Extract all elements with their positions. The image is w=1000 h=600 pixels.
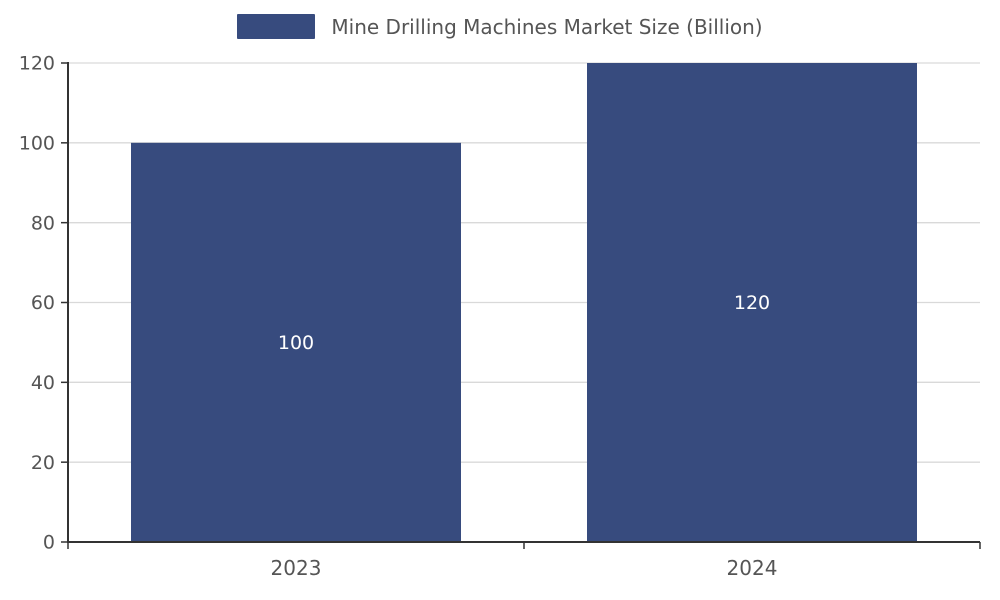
y-tick-label: 120 (19, 53, 55, 75)
y-tick-label: 40 (31, 372, 55, 394)
y-tick-label: 20 (31, 452, 55, 474)
y-tick-label: 80 (31, 212, 55, 234)
bar-2024 (587, 63, 917, 542)
bar-value-label: 100 (278, 332, 314, 354)
y-tick-label: 0 (43, 532, 55, 554)
y-tick-label: 100 (19, 132, 55, 154)
bar-value-label: 120 (734, 292, 770, 314)
x-tick-label: 2024 (727, 556, 778, 580)
bar-2023 (131, 142, 461, 543)
x-tick-label: 2023 (271, 556, 322, 580)
y-tick-label: 60 (31, 292, 55, 314)
